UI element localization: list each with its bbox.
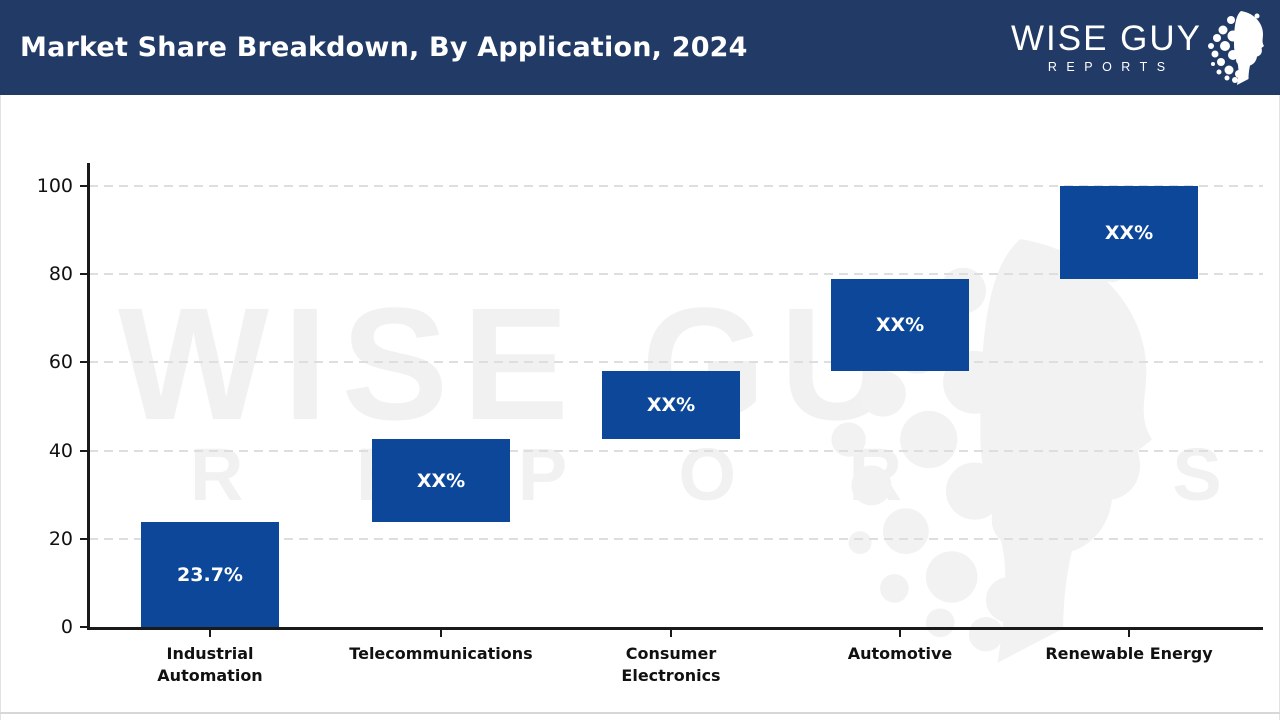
ytick-mark-60	[80, 361, 88, 364]
bar-consumer-electronics: XX%	[602, 370, 740, 440]
ytick-mark-80	[80, 273, 88, 276]
xcat-label-automotive: Automotive	[847, 644, 953, 663]
xcat-label-consumer-electronics: Consumer Electronics	[621, 644, 721, 685]
gridline-y-100	[89, 185, 1263, 187]
xtick-mark-consumer-electronics	[670, 629, 672, 637]
bar-automotive: XX%	[831, 279, 969, 371]
bar-value-label-automotive: XX%	[875, 313, 925, 336]
bar-value-label-renewable-energy: XX%	[1104, 221, 1154, 244]
ytick-label-20: 20	[48, 527, 73, 550]
watermark-text-wiseguy: WISE GU	[118, 274, 910, 453]
xcat-label-industrial-automation: Industrial Automation	[157, 644, 263, 685]
xtick-mark-renewable-energy	[1128, 629, 1130, 637]
ytick-mark-40	[80, 449, 88, 452]
xtick-mark-automotive	[899, 629, 901, 637]
bar-industrial-automation: 23.7%	[141, 522, 279, 627]
header-band: Market Share Breakdown, By Application, …	[0, 0, 1280, 95]
ytick-mark-20	[80, 537, 88, 540]
gridline-y-60	[89, 361, 1263, 364]
xtick-mark-telecommunications	[440, 629, 442, 637]
y-axis-spine	[87, 163, 90, 629]
x-axis-spine	[87, 627, 1263, 630]
gridline-y-40	[89, 449, 1263, 452]
xcat-label-telecommunications: Telecommunications	[349, 644, 533, 663]
ytick-label-60: 60	[48, 351, 73, 374]
ytick-label-0: 0	[60, 616, 73, 638]
bottom-divider	[0, 712, 1280, 714]
wise-guy-reports-logo: WISE GUY REPORTS	[1011, 8, 1280, 88]
xcat-label-renewable-energy: Renewable Energy	[1045, 644, 1213, 663]
ytick-label-100: 100	[36, 175, 73, 197]
ytick-label-40: 40	[48, 439, 73, 462]
logo-wordmark: WISE GUY	[1010, 19, 1202, 59]
bar-value-label-consumer-electronics: XX%	[646, 393, 696, 416]
gridline-y-80	[89, 273, 1263, 276]
bar-value-label-industrial-automation: 23.7%	[177, 563, 243, 586]
gridline-y-20	[89, 537, 1263, 540]
bar-renewable-energy: XX%	[1060, 186, 1198, 280]
bar-telecommunications: XX%	[372, 439, 510, 523]
ytick-label-80: 80	[48, 263, 73, 286]
bar-value-label-telecommunications: XX%	[416, 469, 466, 492]
xtick-mark-industrial-automation	[209, 629, 211, 637]
logo-text: WISE GUY REPORTS	[1011, 21, 1202, 74]
chart-title: Market Share Breakdown, By Application, …	[20, 32, 748, 63]
ytick-mark-0	[80, 626, 88, 628]
logo-subtitle: REPORTS	[1047, 60, 1175, 75]
ytick-mark-100	[80, 185, 88, 187]
